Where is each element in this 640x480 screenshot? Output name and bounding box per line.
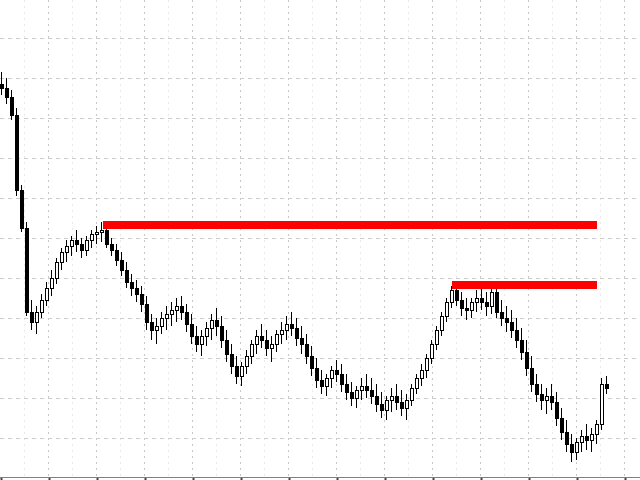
grid-horizontal bbox=[0, 38, 640, 439]
candle-group bbox=[0, 72, 609, 462]
axis-bottom-ticks bbox=[0, 478, 627, 480]
grid-vertical-major bbox=[48, 0, 625, 477]
